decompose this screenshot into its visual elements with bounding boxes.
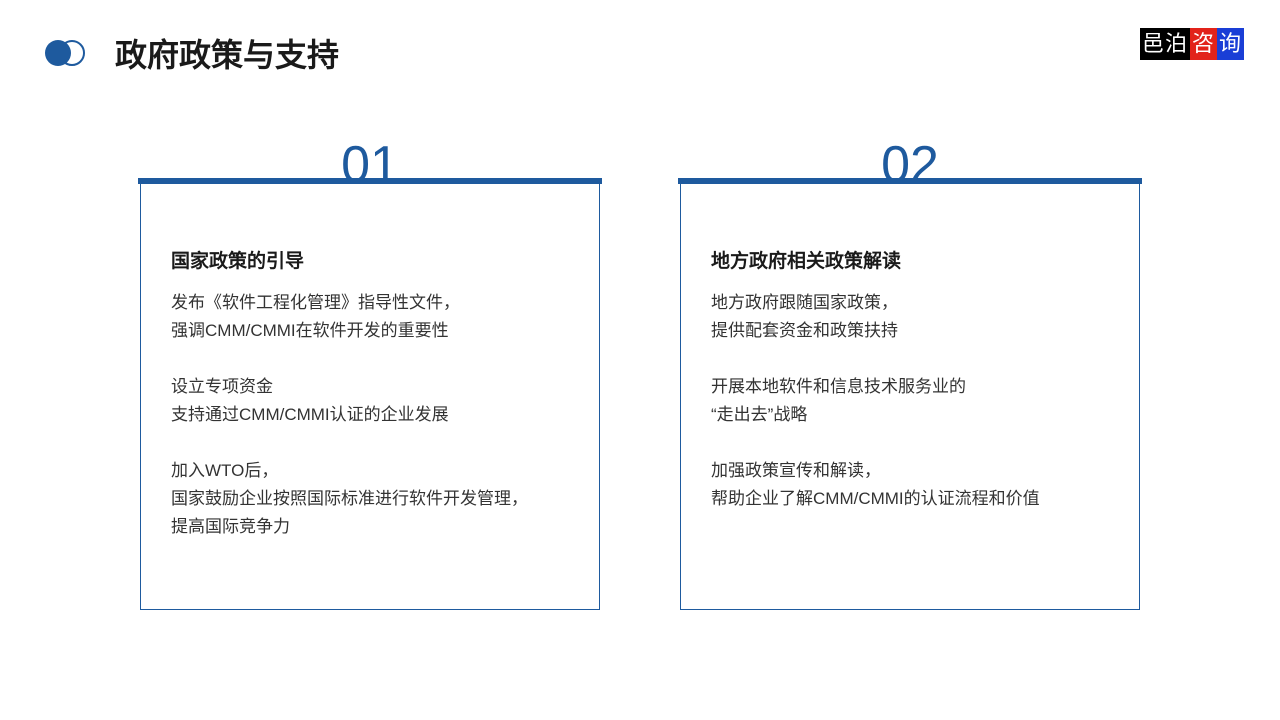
logo-part-1: 邑泊 bbox=[1140, 28, 1190, 60]
card-01: 01 国家政策的引导 发布《软件工程化管理》指导性文件， 强调CMM/CMMI在… bbox=[140, 180, 600, 610]
card-heading: 地方政府相关政策解读 bbox=[711, 246, 1109, 273]
slide-title: 政府政策与支持 bbox=[115, 30, 339, 76]
bullet-icon bbox=[45, 39, 87, 67]
card-body: 发布《软件工程化管理》指导性文件， 强调CMM/CMMI在软件开发的重要性 设立… bbox=[171, 289, 569, 541]
card-02: 02 地方政府相关政策解读 地方政府跟随国家政策， 提供配套资金和政策扶持 开展… bbox=[680, 180, 1140, 610]
card-number: 01 bbox=[335, 139, 405, 191]
logo-part-3: 询 bbox=[1217, 28, 1244, 60]
slide-header: 政府政策与支持 bbox=[45, 30, 339, 76]
card-body: 地方政府跟随国家政策， 提供配套资金和政策扶持 开展本地软件和信息技术服务业的 … bbox=[711, 289, 1109, 513]
brand-logo: 邑泊 咨 询 bbox=[1140, 28, 1244, 60]
logo-part-2: 咨 bbox=[1190, 28, 1217, 60]
card-heading: 国家政策的引导 bbox=[171, 246, 569, 273]
cards-container: 01 国家政策的引导 发布《软件工程化管理》指导性文件， 强调CMM/CMMI在… bbox=[0, 180, 1280, 610]
card-number: 02 bbox=[875, 139, 945, 191]
